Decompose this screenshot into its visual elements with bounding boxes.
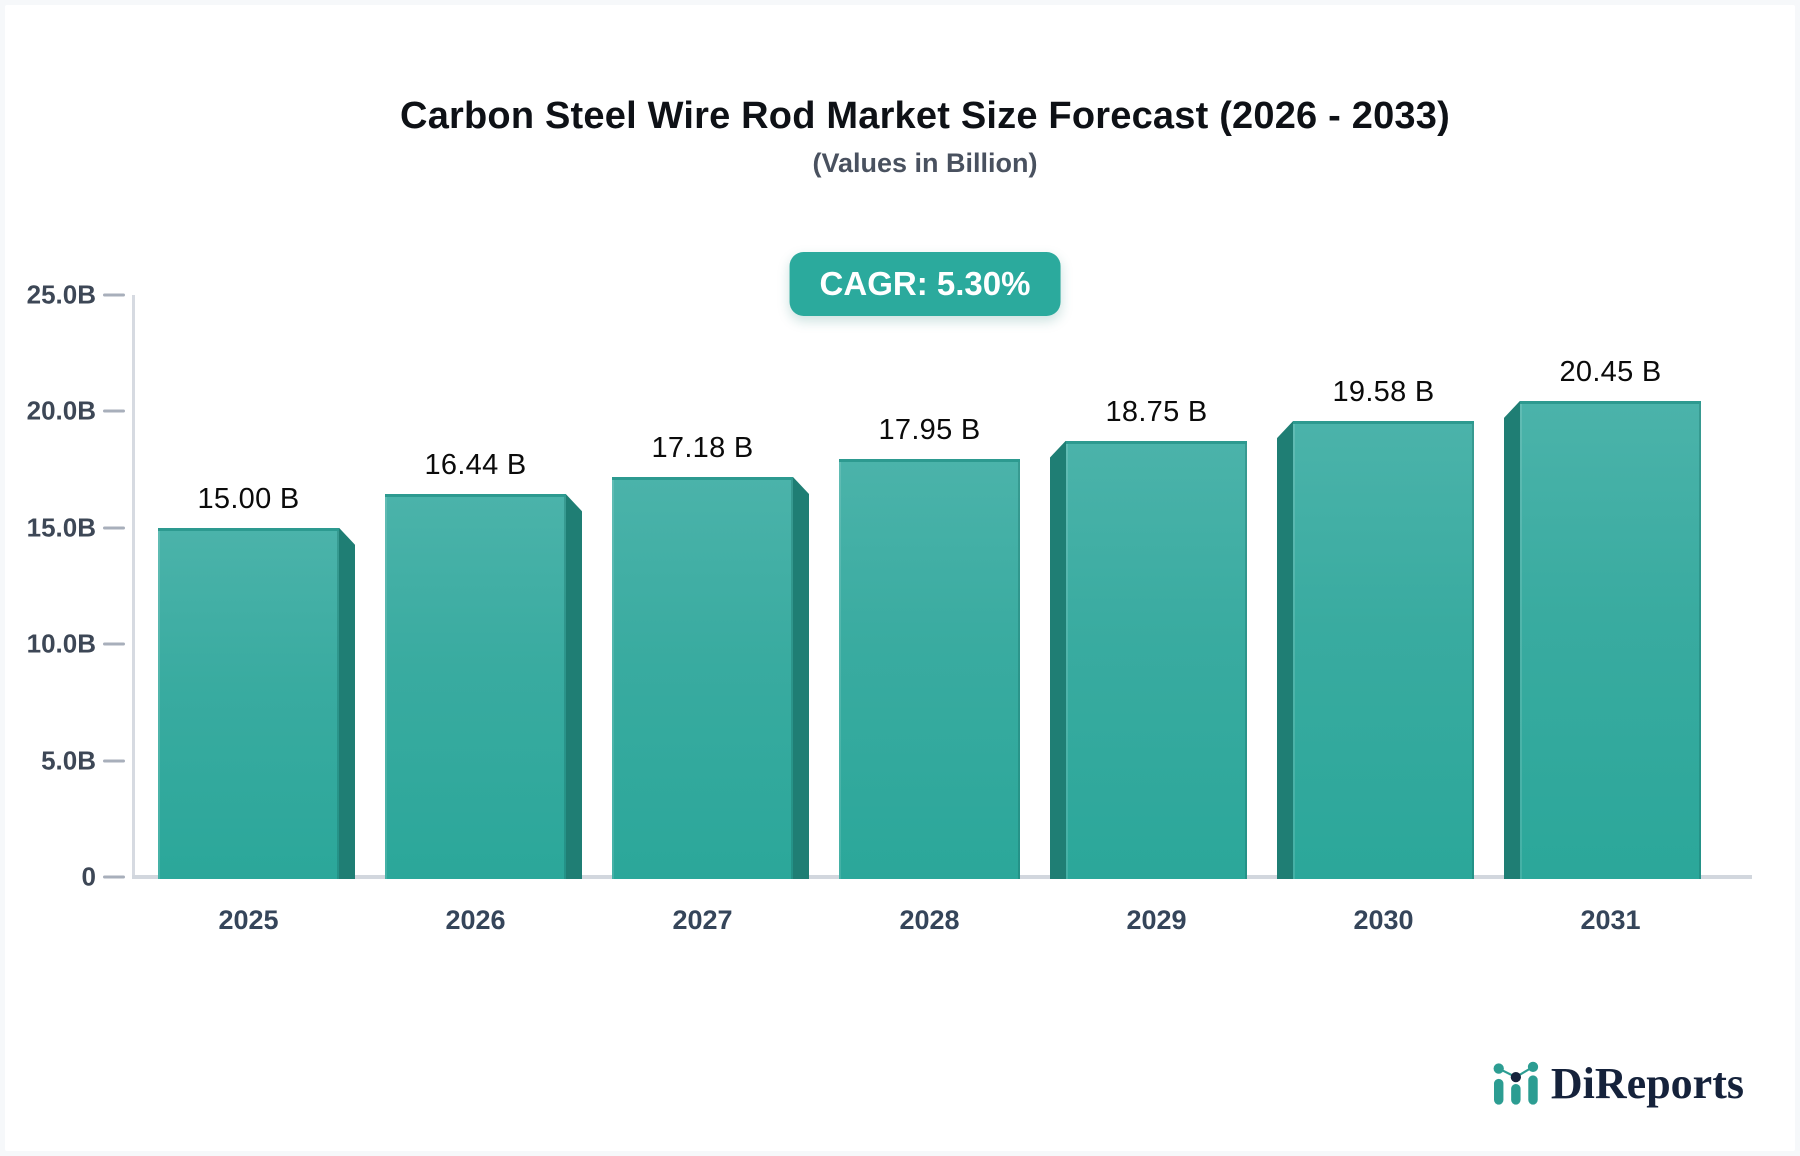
bar-face	[612, 477, 793, 879]
bar-value-label: 17.18 B	[651, 432, 754, 465]
bar-2031	[1504, 400, 1701, 879]
y-axis-tick-mark	[103, 409, 125, 413]
x-axis-label-2029: 2029	[1126, 905, 1187, 935]
x-axis-label-2025: 2025	[218, 905, 279, 935]
bar-face	[1066, 440, 1247, 879]
bar-3d-side	[793, 477, 809, 879]
bar-2026	[385, 494, 582, 879]
bar-2030	[1277, 421, 1474, 879]
y-axis-tick-label: 15.0B	[26, 512, 96, 543]
bar-2025	[158, 527, 355, 879]
bar-3d-side	[566, 494, 582, 879]
x-axis-label-2030: 2030	[1353, 905, 1414, 935]
bar-2028	[839, 459, 1020, 879]
bar-value-label: 18.75 B	[1105, 395, 1208, 428]
y-axis-line	[132, 295, 135, 879]
bar-3d-side	[1277, 421, 1293, 879]
bar-value-label: 15.00 B	[197, 482, 300, 515]
bar-face	[839, 459, 1020, 879]
cagr-badge: CAGR: 5.30%	[789, 252, 1061, 316]
bar-face	[385, 494, 566, 879]
x-axis-label-2028: 2028	[899, 905, 960, 935]
chart-subtitle: (Values in Billion)	[812, 148, 1038, 178]
brand-logo-icon	[1493, 1061, 1539, 1105]
bar-value-label: 20.45 B	[1559, 355, 1662, 388]
bar-face	[158, 527, 339, 879]
y-axis-tick-mark	[103, 293, 125, 297]
y-axis-tick-mark	[103, 759, 125, 763]
x-axis-label-2027: 2027	[672, 905, 733, 935]
y-axis-tick-label: 20.0B	[26, 395, 96, 426]
y-axis-tick-label: 10.0B	[26, 628, 96, 659]
bar-3d-side	[1050, 440, 1066, 879]
y-axis-tick-label: 0	[81, 861, 96, 892]
bar-face	[1520, 400, 1701, 879]
bar-value-label: 16.44 B	[424, 449, 527, 482]
x-axis-label-2026: 2026	[445, 905, 506, 935]
chart-title: Carbon Steel Wire Rod Market Size Foreca…	[400, 95, 1450, 137]
y-axis-tick-label: 25.0B	[26, 279, 96, 310]
bar-2029	[1050, 440, 1247, 879]
bar-3d-side	[1504, 400, 1520, 879]
bar-face	[1293, 421, 1474, 879]
brand-logo: DiReports	[1492, 1060, 1744, 1108]
bar-value-label: 17.95 B	[878, 414, 981, 447]
x-axis-label-2031: 2031	[1580, 905, 1641, 935]
bar-3d-side	[339, 527, 355, 879]
bar-2027	[612, 477, 809, 879]
bar-value-label: 19.58 B	[1332, 376, 1435, 409]
brand-logo-text: DiReports	[1550, 1059, 1744, 1108]
y-axis-tick-mark	[103, 642, 125, 646]
y-axis-tick-label: 5.0B	[41, 745, 96, 776]
y-axis-tick-mark	[103, 526, 125, 530]
y-axis-tick-mark	[103, 875, 125, 879]
